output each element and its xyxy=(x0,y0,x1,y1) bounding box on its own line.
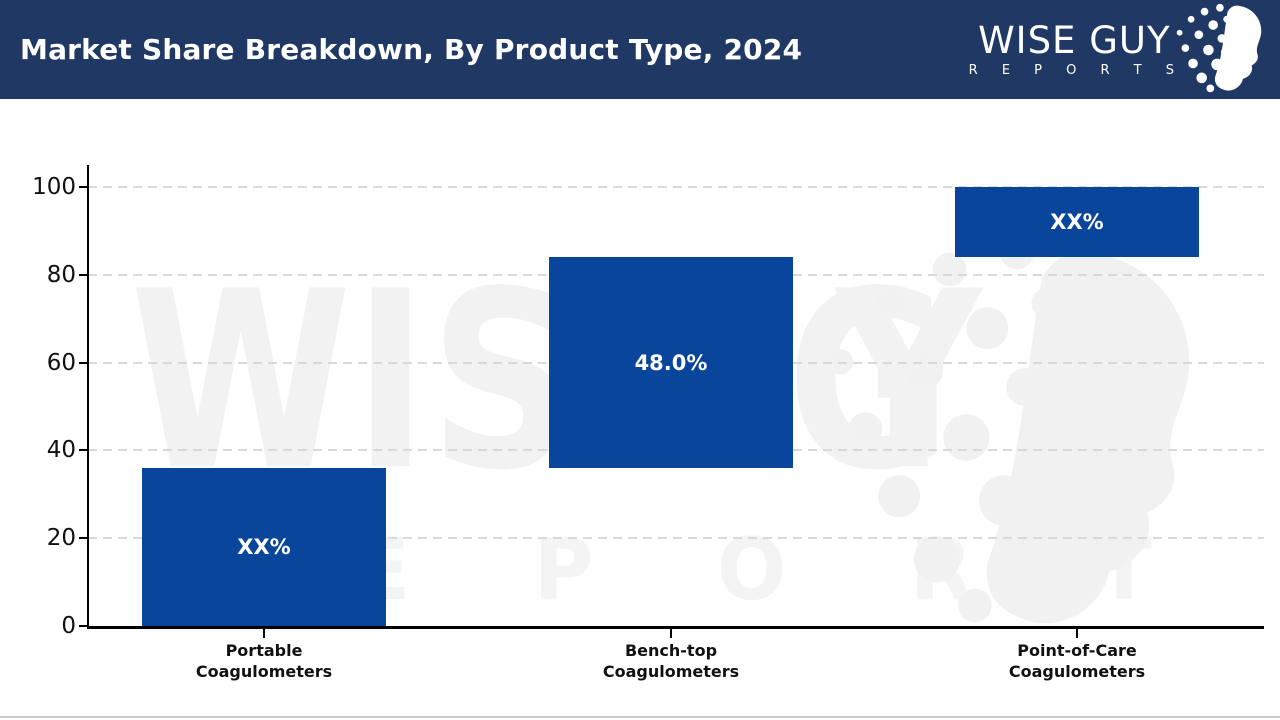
y-gridline xyxy=(88,537,1264,540)
y-tick-mark xyxy=(79,361,88,364)
bar-value-label: XX% xyxy=(237,534,291,559)
x-category-label: Portable Coagulometers xyxy=(134,640,394,682)
dotted-face-logo-icon xyxy=(1176,3,1262,92)
x-category-label-line1: Bench-top xyxy=(624,641,718,660)
bar-segment: 48.0% xyxy=(549,257,793,468)
x-tick-mark xyxy=(1076,629,1078,638)
x-category-label-line2: Coagulometers xyxy=(1008,662,1146,681)
brand-logo: WISE GUY R E P O R T S xyxy=(965,0,1266,99)
brand-logo-text: WISE GUY R E P O R T S xyxy=(965,22,1184,78)
x-tick-mark xyxy=(670,629,672,638)
y-tick-label: 60 xyxy=(46,349,76,376)
x-axis-line xyxy=(87,626,1264,629)
brand-wordmark: WISE GUY xyxy=(978,18,1171,62)
y-tick-mark xyxy=(79,186,88,188)
y-gridline xyxy=(88,186,1264,188)
y-tick-label: 100 xyxy=(32,174,76,200)
page-title: Market Share Breakdown, By Product Type,… xyxy=(20,33,803,66)
y-tick-label: 80 xyxy=(46,261,76,288)
brand-subtitle: R E P O R T S xyxy=(968,62,1184,78)
x-category-label: Bench-top Coagulometers xyxy=(541,640,801,682)
bar-segment: XX% xyxy=(955,187,1199,258)
x-tick-mark xyxy=(263,629,265,638)
y-tick-label: 0 xyxy=(61,613,76,639)
y-tick-mark xyxy=(79,625,88,627)
y-axis-line xyxy=(87,165,89,629)
y-tick-mark xyxy=(79,273,88,276)
bar-segment: XX% xyxy=(142,467,386,626)
x-category-label-line1: Portable xyxy=(225,641,303,660)
x-category-label-line2: Coagulometers xyxy=(195,662,333,681)
y-tick-label: 40 xyxy=(46,437,76,464)
y-tick-label: 20 xyxy=(46,525,76,552)
chart-area: WISE G Y R E P O R T S 0 20 40 60 80 100 XX% Po… xyxy=(0,99,1280,716)
y-tick-mark xyxy=(79,449,88,452)
bottom-divider xyxy=(0,716,1280,718)
x-category-label: Point-of-Care Coagulometers xyxy=(947,640,1207,682)
watermark-dotted-face-icon xyxy=(827,235,1190,624)
header-bar: Market Share Breakdown, By Product Type,… xyxy=(0,0,1280,99)
bar-value-label: XX% xyxy=(1050,210,1104,235)
bar-value-label: 48.0% xyxy=(634,350,708,375)
y-tick-mark xyxy=(79,537,88,540)
x-category-label-line1: Point-of-Care xyxy=(1017,641,1137,660)
x-category-label-line2: Coagulometers xyxy=(602,662,740,681)
